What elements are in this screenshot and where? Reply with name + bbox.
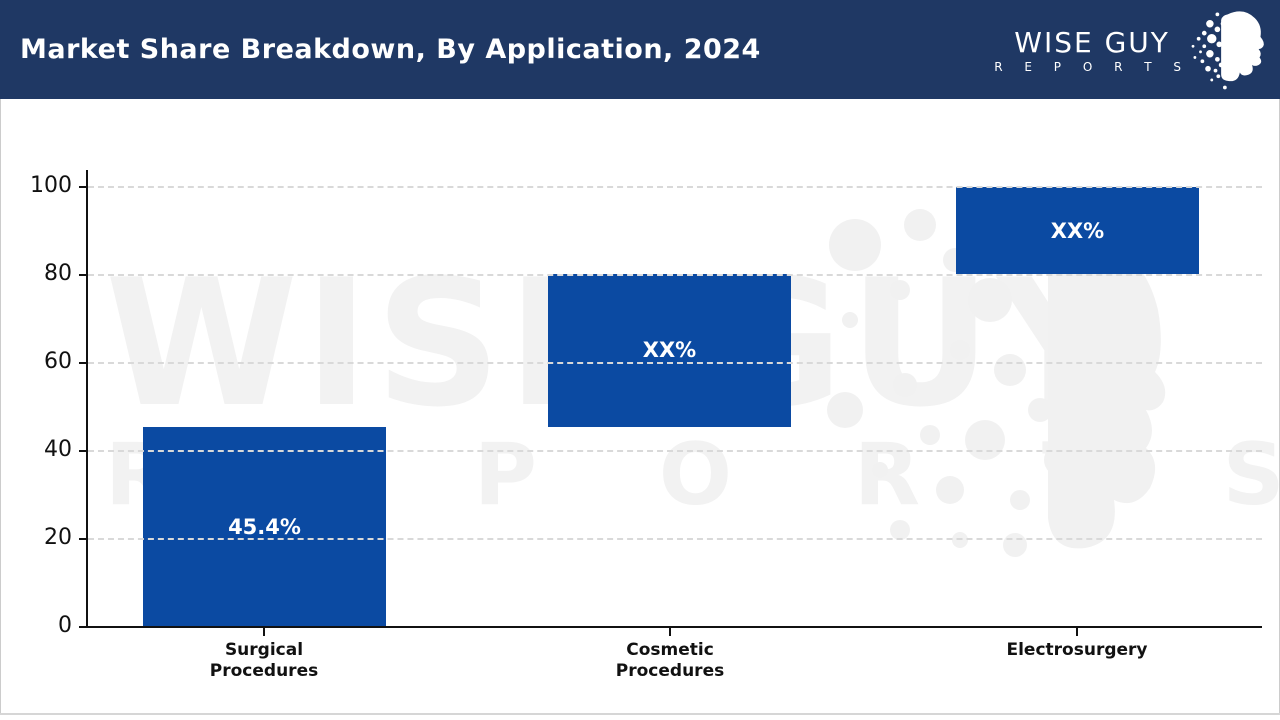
x-label-line: Procedures	[209, 661, 319, 681]
bar-value-label: XX%	[1050, 218, 1105, 243]
gridline-100	[88, 186, 1262, 188]
x-tick	[1076, 628, 1078, 636]
y-tick	[79, 538, 87, 540]
y-tick-label: 40	[44, 437, 72, 462]
y-tick	[79, 626, 87, 628]
y-tick	[79, 274, 87, 276]
x-label-line: Surgical	[224, 640, 304, 660]
gridline-40	[88, 450, 1262, 452]
y-tick-label: 100	[30, 173, 72, 198]
dotted-head-icon	[1191, 11, 1264, 90]
bar-value-label: XX%	[642, 338, 697, 363]
x-category-label-surgical: Surgical Procedures	[114, 640, 414, 682]
y-tick	[79, 362, 87, 364]
y-tick	[79, 186, 87, 188]
y-tick-label: 60	[44, 349, 72, 374]
logo-subtitle: R E P O R T S	[994, 59, 1190, 74]
logo-wordmark: WISE GUY	[1014, 25, 1170, 59]
x-axis-line	[87, 626, 1262, 628]
gridline-20	[88, 538, 1262, 540]
wise-guy-reports-logo: WISE GUY R E P O R T S	[994, 5, 1270, 94]
y-tick-label: 20	[44, 525, 72, 550]
x-label-line: Procedures	[615, 661, 725, 681]
x-category-label-electrosurgery: Electrosurgery	[927, 640, 1227, 661]
x-label-line: Electrosurgery	[1006, 640, 1148, 660]
x-category-label-cosmetic: Cosmetic Procedures	[520, 640, 820, 682]
y-axis-line	[86, 170, 88, 628]
y-tick	[79, 450, 87, 452]
logo-text: WISE GUY R E P O R T S	[994, 26, 1190, 74]
panel-border-bottom	[0, 713, 1280, 715]
header-banner: Market Share Breakdown, By Application, …	[0, 0, 1280, 99]
x-tick	[263, 628, 265, 636]
bar-electrosurgery: XX%	[956, 186, 1199, 275]
gridline-60	[88, 362, 1262, 364]
x-tick	[669, 628, 671, 636]
gridline-80	[88, 274, 1262, 276]
bar-cosmetic-procedures: XX%	[548, 274, 791, 427]
y-tick-label: 80	[44, 261, 72, 286]
bar-surgical-procedures: 45.4%	[143, 426, 386, 627]
page-title: Market Share Breakdown, By Application, …	[20, 34, 761, 65]
y-tick-label: 0	[58, 613, 72, 638]
x-label-line: Cosmetic	[626, 640, 714, 660]
bar-value-label: 45.4%	[228, 514, 301, 539]
panel-border-left	[0, 99, 1, 714]
